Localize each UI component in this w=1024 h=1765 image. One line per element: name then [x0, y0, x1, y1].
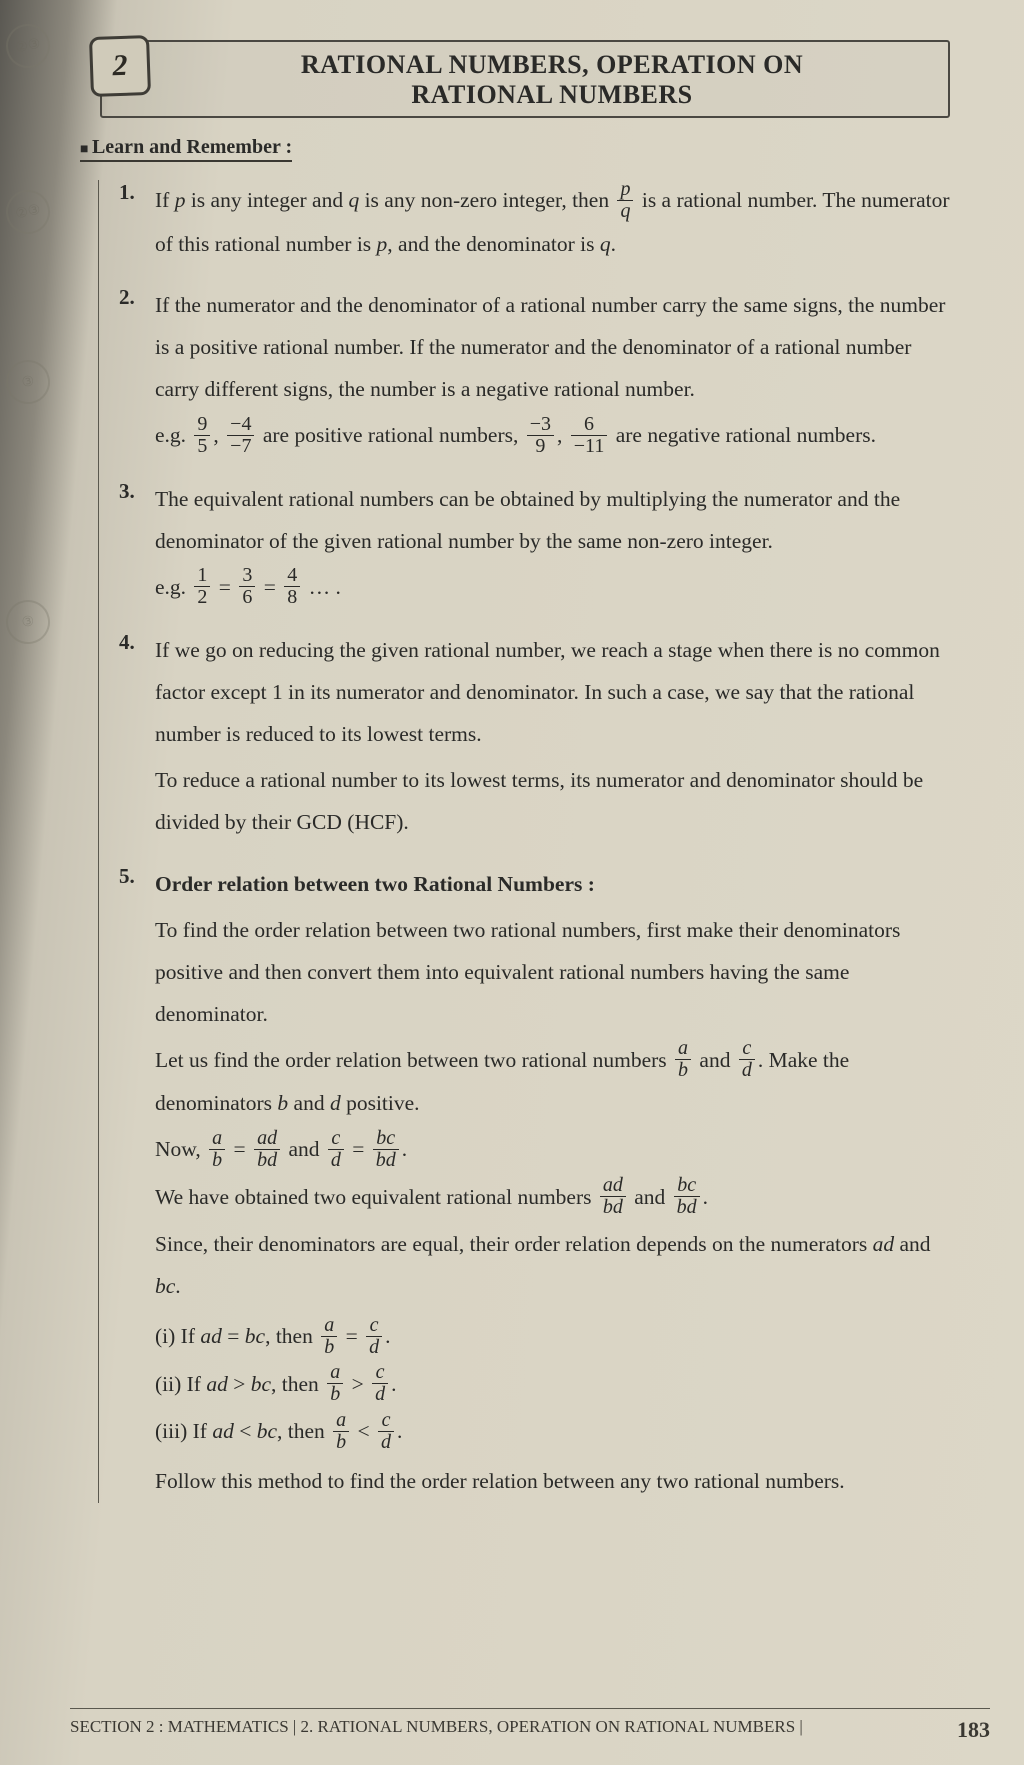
list-item: 5. Order relation between two Rational Nu…: [121, 864, 950, 1503]
item-body: If p is any integer and q is any non-zer…: [121, 180, 950, 265]
item-number: 5.: [119, 864, 135, 889]
sub-list: (i) If ad = bc, then ab = cd.(ii) If ad …: [155, 1316, 950, 1455]
item-body: The equivalent rational numbers can be o…: [121, 479, 950, 610]
paragraph: If p is any integer and q is any non-zer…: [155, 180, 950, 265]
paragraph: e.g. 95, −4−7 are positive rational numb…: [155, 415, 950, 459]
sub-list-item: (ii) If ad > bc, then ab > cd.: [155, 1364, 950, 1408]
item-body: If we go on reducing the given rational …: [121, 630, 950, 844]
binding-mark-icon: ②③: [2, 186, 54, 238]
paragraph: If the numerator and the denominator of …: [155, 285, 950, 411]
paragraph: Let us find the order relation between t…: [155, 1040, 950, 1125]
page-content: 2 RATIONAL NUMBERS, OPERATION ON RATIONA…: [70, 20, 1000, 1543]
sub-list-item: (iii) If ad < bc, then ab < cd.: [155, 1411, 950, 1455]
paragraph: Order relation between two Rational Numb…: [155, 864, 950, 906]
paragraph: If we go on reducing the given rational …: [155, 630, 950, 756]
item-number: 1.: [119, 180, 135, 205]
page-footer: SECTION 2 : MATHEMATICS | 2. RATIONAL NU…: [70, 1708, 990, 1743]
chapter-header: 2 RATIONAL NUMBERS, OPERATION ON RATIONA…: [100, 40, 950, 118]
footer-page-number: 183: [957, 1717, 990, 1743]
chapter-title-line2: RATIONAL NUMBERS: [172, 80, 932, 110]
item-number: 3.: [119, 479, 135, 504]
learn-remember-heading: Learn and Remember :: [80, 136, 292, 162]
sub-list-item: (i) If ad = bc, then ab = cd.: [155, 1316, 950, 1360]
item-body: If the numerator and the denominator of …: [121, 285, 950, 458]
list-item: 3. The equivalent rational numbers can be…: [121, 479, 950, 610]
paragraph: e.g. 12 = 36 = 48 … .: [155, 567, 950, 611]
binding-mark-icon: ③: [2, 356, 54, 408]
item-number: 4.: [119, 630, 135, 655]
paragraph: Now, ab = adbd and cd = bcbd.: [155, 1129, 950, 1173]
item-number: 2.: [119, 285, 135, 310]
paragraph: To reduce a rational number to its lowes…: [155, 760, 950, 844]
list-item: 2. If the numerator and the denominator o…: [121, 285, 950, 458]
item-body: Order relation between two Rational Numb…: [121, 864, 950, 1503]
paragraph: Since, their denominators are equal, the…: [155, 1224, 950, 1308]
follow-text: Follow this method to find the order rel…: [155, 1461, 950, 1503]
paragraph: The equivalent rational numbers can be o…: [155, 479, 950, 563]
content-body: 1. If p is any integer and q is any non-z…: [98, 180, 950, 1503]
chapter-number-badge: 2: [89, 35, 151, 97]
paragraph: To find the order relation between two r…: [155, 910, 950, 1036]
list-item: 4. If we go on reducing the given rationa…: [121, 630, 950, 844]
binding-mark-icon: ②③: [2, 20, 54, 72]
list-item: 1. If p is any integer and q is any non-z…: [121, 180, 950, 265]
paragraph: We have obtained two equivalent rational…: [155, 1177, 950, 1221]
binding-mark-icon: ③: [2, 596, 54, 648]
footer-section-text: SECTION 2 : MATHEMATICS | 2. RATIONAL NU…: [70, 1717, 803, 1743]
chapter-title-line1: RATIONAL NUMBERS, OPERATION ON: [172, 50, 932, 80]
